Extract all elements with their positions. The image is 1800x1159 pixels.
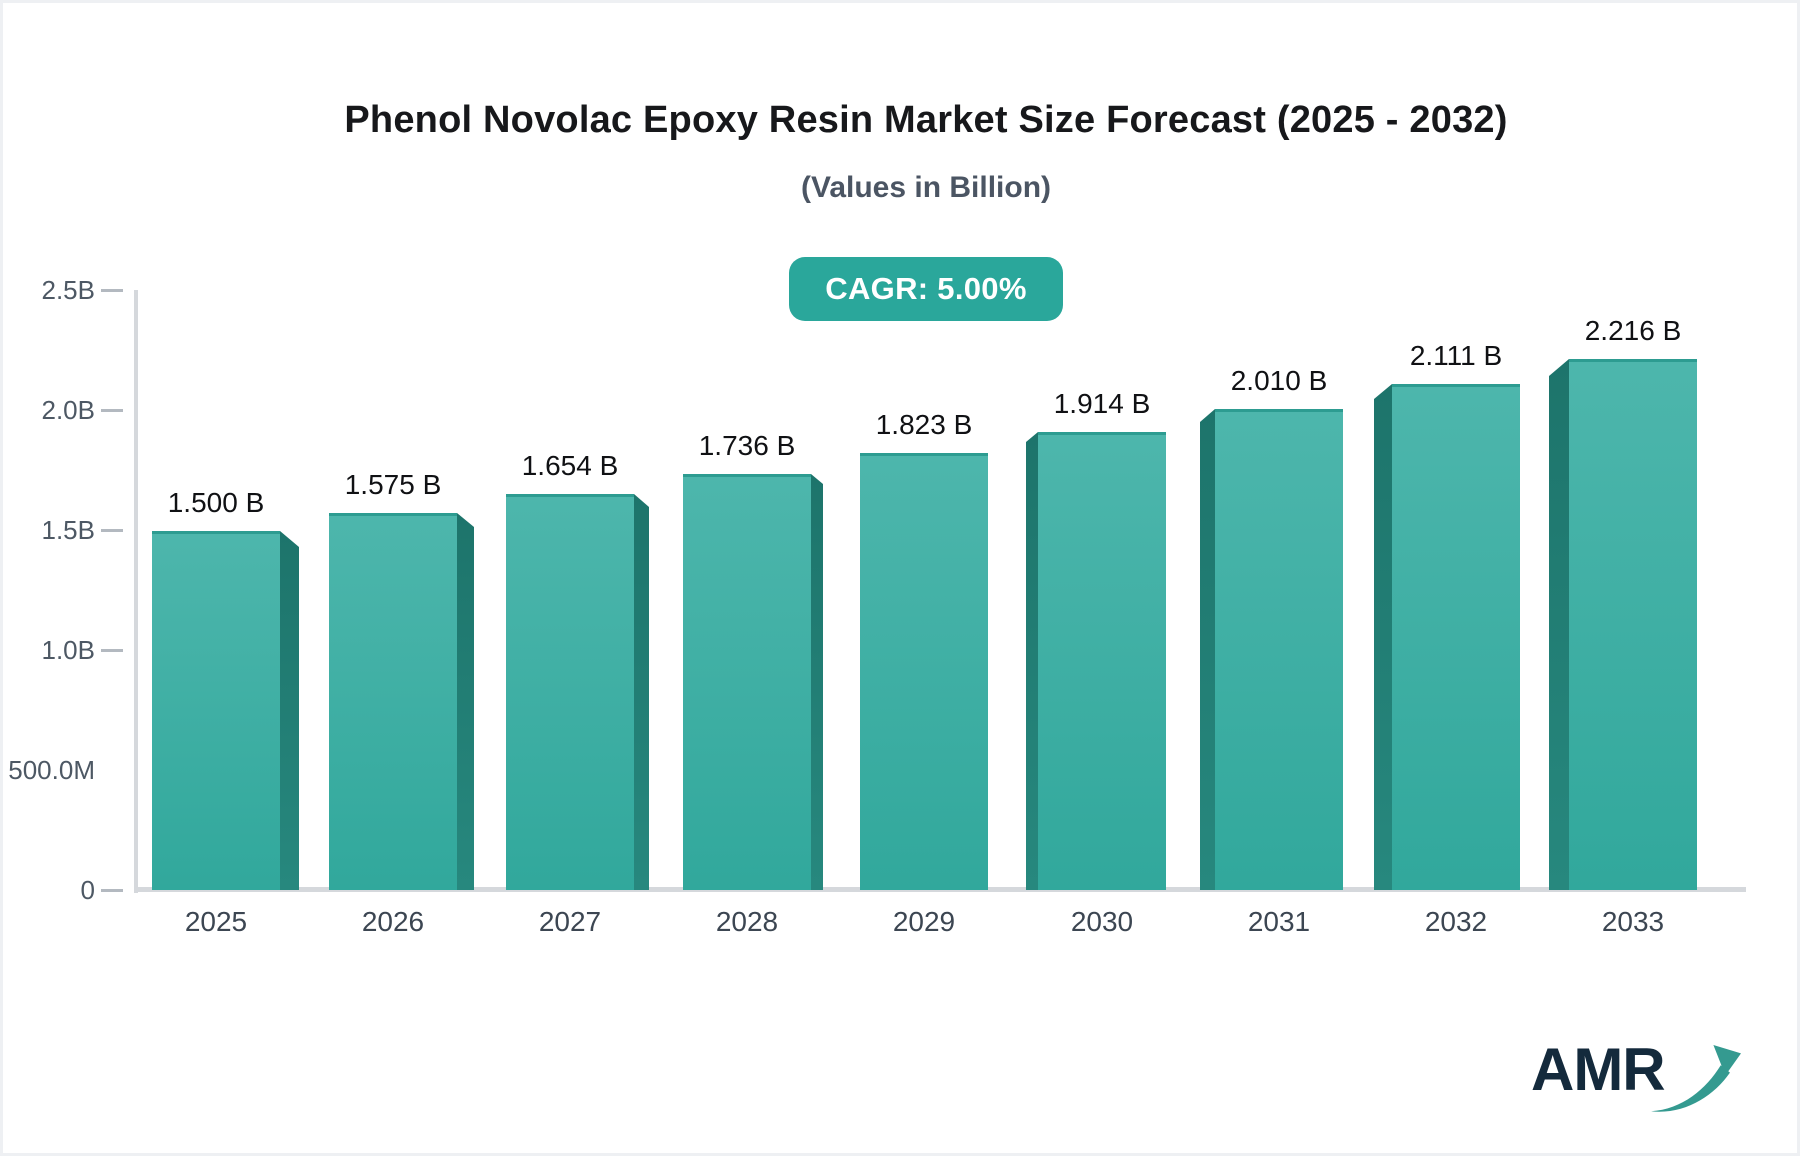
x-axis-label-2030: 2030 <box>1070 906 1134 937</box>
cagr-badge-label: CAGR: 5.00% <box>825 271 1027 306</box>
bar-2028[interactable] <box>683 474 811 890</box>
bar-side-face-2026 <box>457 513 474 890</box>
cagr-badge: CAGR: 5.00% <box>789 257 1063 321</box>
bar-value-label: 1.914 B <box>1053 388 1151 419</box>
bar-2030[interactable] <box>1038 432 1166 890</box>
bar-side-face-2025 <box>280 531 299 890</box>
bar-side-face-2033 <box>1549 359 1569 890</box>
y-axis-line <box>134 290 138 893</box>
y-axis-tick-label: 2.0B <box>41 395 96 425</box>
bar-value-label: 1.736 B <box>698 430 796 461</box>
bar-side-face-2028 <box>811 474 823 890</box>
amr-logo-text: AMR <box>1531 1036 1666 1103</box>
x-axis-label-2028: 2028 <box>715 906 779 937</box>
x-axis-label-2033: 2033 <box>1601 906 1665 937</box>
bar-side-face-2031 <box>1200 409 1215 890</box>
bar-value-label: 1.654 B <box>521 450 619 481</box>
bar-2032[interactable] <box>1392 384 1520 890</box>
y-axis-tick-label: 1.0B <box>41 635 96 665</box>
y-axis-tick-mark <box>101 649 123 652</box>
chart-title: Phenol Novolac Epoxy Resin Market Size F… <box>344 99 1508 141</box>
bar-2031[interactable] <box>1215 409 1343 890</box>
bar-2025[interactable] <box>152 531 280 890</box>
y-axis-tick-label: 0 <box>80 875 95 905</box>
y-axis-tick-label: 500.0M <box>8 755 95 785</box>
bar-2027[interactable] <box>506 494 634 890</box>
bar-2026[interactable] <box>329 513 457 890</box>
y-axis-tick-label: 1.5B <box>41 515 96 545</box>
bar-side-face-2032 <box>1374 384 1392 890</box>
bar-value-label: 2.010 B <box>1230 365 1328 396</box>
bar-side-face-2027 <box>634 494 649 890</box>
bar-value-label: 2.216 B <box>1584 315 1682 346</box>
amr-logo: AMR <box>1531 1035 1741 1125</box>
bar-side-face-2030 <box>1026 432 1038 890</box>
bar-value-label: 1.823 B <box>875 409 973 440</box>
chart-subtitle: (Values in Billion) <box>800 171 1052 204</box>
y-axis-tick-mark <box>101 409 123 412</box>
x-axis-label-2032: 2032 <box>1424 906 1488 937</box>
y-axis-tick-mark <box>101 889 123 892</box>
x-axis-label-2025: 2025 <box>184 906 248 937</box>
plot-area: 2.5B 2.0B 1.5B 1.0B 500.0M 0 1.500 B 2025 1.575 … <box>3 3 1800 1159</box>
y-axis-tick-mark <box>101 289 123 292</box>
bar-value-label: 1.500 B <box>167 487 265 518</box>
y-axis-tick-mark <box>101 529 123 532</box>
x-axis-label-2027: 2027 <box>538 906 602 937</box>
bar-2029[interactable] <box>860 453 988 890</box>
x-axis-label-2029: 2029 <box>892 906 956 937</box>
y-axis-tick-label: 2.5B <box>41 275 96 305</box>
logo-growth-arrow-icon <box>1650 1045 1741 1112</box>
x-axis-label-2031: 2031 <box>1247 906 1311 937</box>
bar-value-label: 2.111 B <box>1409 340 1503 371</box>
bar-value-label: 1.575 B <box>344 469 442 500</box>
bar-2033[interactable] <box>1569 359 1697 890</box>
x-axis-label-2026: 2026 <box>361 906 425 937</box>
